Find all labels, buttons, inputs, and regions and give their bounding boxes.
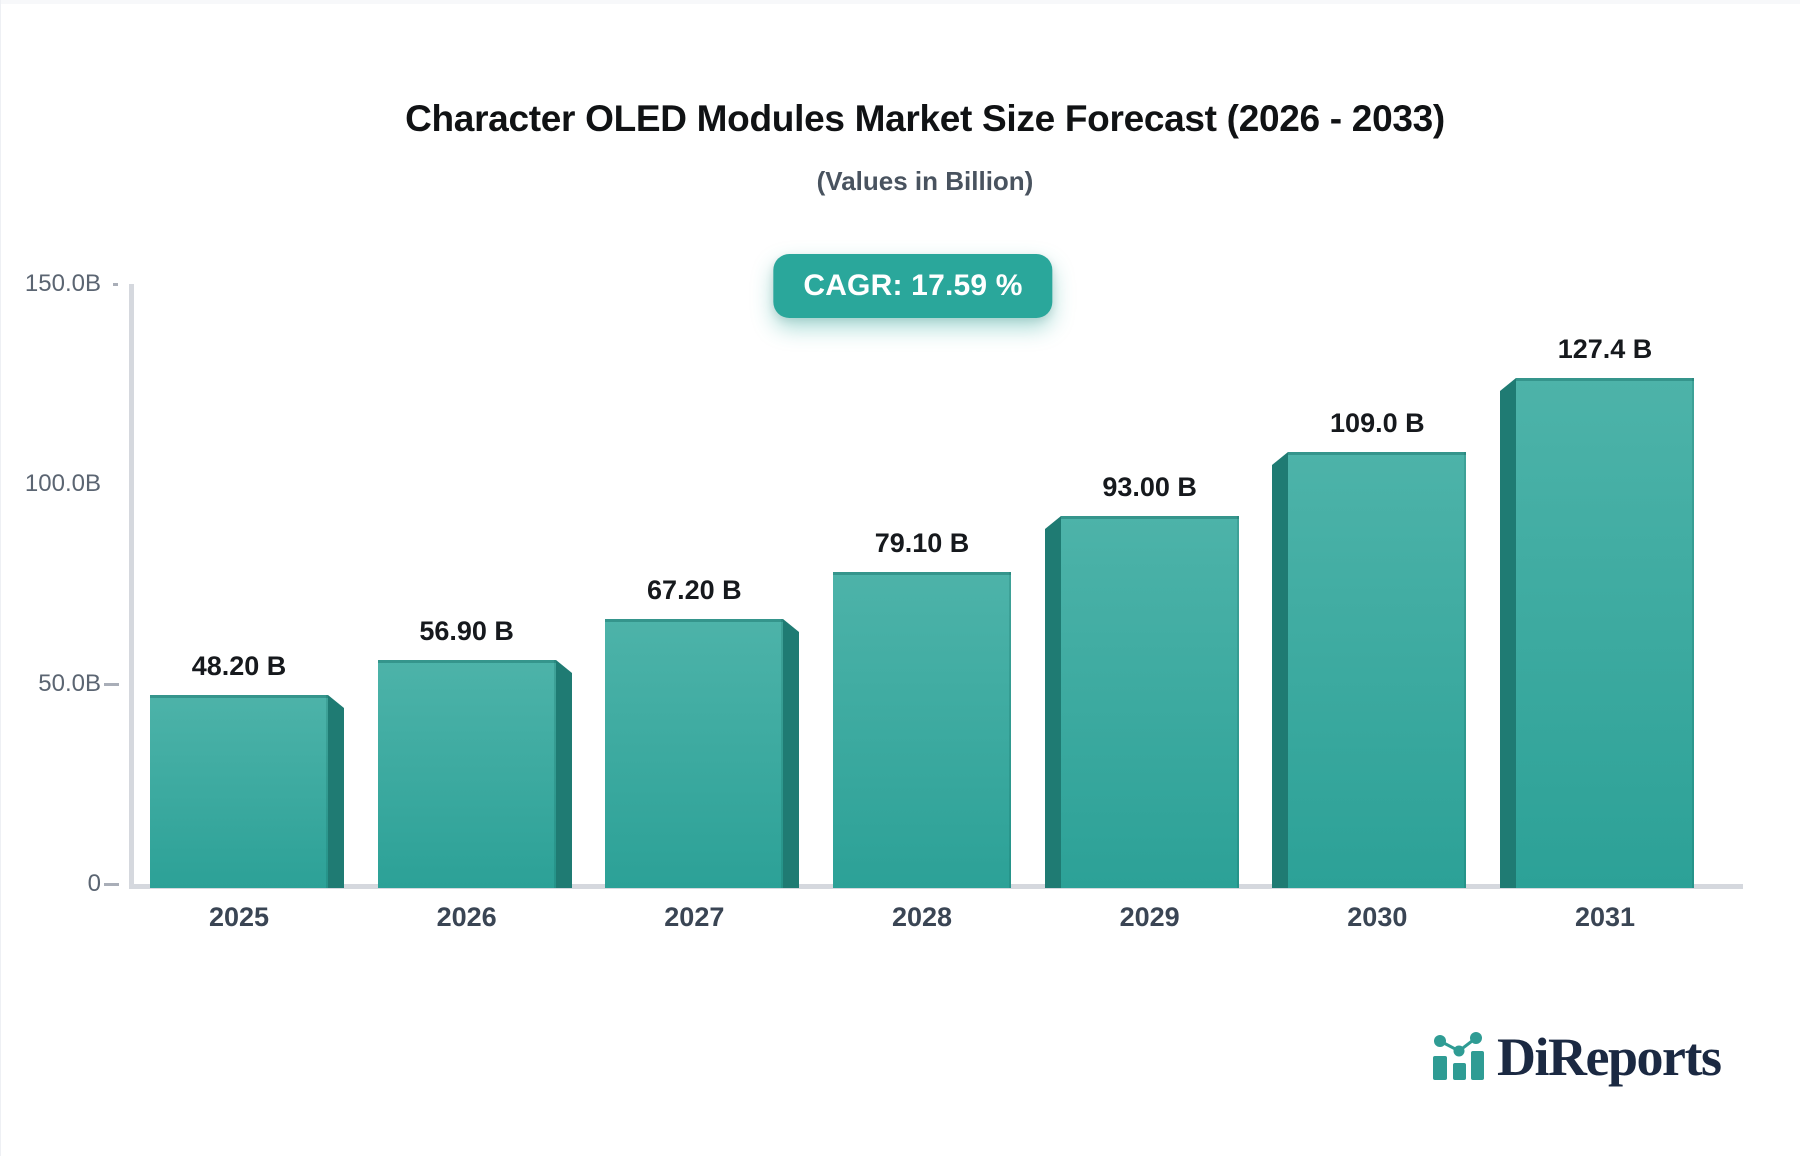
bar-side-face: [1500, 378, 1516, 888]
bar-2029: [1061, 516, 1239, 888]
bar-2025: [150, 695, 328, 888]
y-axis-tick-label: 0: [87, 870, 101, 897]
bar-side-face: [328, 695, 344, 888]
bar-2027: [605, 619, 783, 888]
bar-value-label: 109.0 B: [1330, 408, 1425, 438]
direports-logo: DiReports: [1429, 1027, 1722, 1087]
bar-2026: [378, 660, 556, 888]
bar-value-label: 79.10 B: [874, 528, 970, 558]
y-axis-tick-label: 150.0B: [24, 270, 101, 297]
bar-value-label: 127.4 B: [1557, 334, 1653, 364]
bar-2031: [1516, 378, 1694, 888]
bar-side-face: [783, 619, 799, 888]
y-axis-tick-mark: [104, 883, 119, 886]
bar-value-label: 56.90 B: [419, 616, 514, 646]
y-axis-tick-mark: [113, 283, 118, 286]
direports-logo-icon: [1433, 1032, 1484, 1080]
y-axis-tick-label: 100.0B: [24, 470, 101, 497]
x-axis-tick-label: 2028: [891, 902, 953, 932]
y-axis-tick-label: 50.0B: [38, 670, 101, 697]
bar-side-face: [1045, 516, 1061, 888]
page-top-strip: [1, 0, 1800, 4]
bar-2028: [833, 572, 1011, 888]
bar-side-face: [1272, 452, 1288, 888]
x-axis-tick-label: 2029: [1119, 902, 1180, 932]
y-axis-tick-mark: [104, 683, 119, 686]
x-axis-tick-label: 2027: [664, 902, 725, 932]
bar-value-label: 48.20 B: [191, 651, 287, 681]
direports-logo-text: DiReports: [1497, 1027, 1722, 1087]
cagr-badge: CAGR: 17.59 %: [773, 254, 1053, 318]
chart-subtitle: (Values in Billion): [816, 166, 1034, 196]
bar-value-label: 93.00 B: [1102, 472, 1197, 502]
bar-side-face: [556, 660, 572, 888]
x-axis-tick-label: 2030: [1347, 902, 1408, 932]
bar-value-label: 67.20 B: [647, 575, 742, 605]
x-axis-tick-label: 2025: [208, 902, 270, 932]
y-axis-line: [129, 284, 134, 889]
chart-title: Character OLED Modules Market Size Forec…: [405, 98, 1445, 139]
x-axis-tick-label: 2031: [1574, 902, 1636, 932]
bar-2030: [1288, 452, 1466, 888]
x-axis-tick-label: 2026: [436, 902, 497, 932]
